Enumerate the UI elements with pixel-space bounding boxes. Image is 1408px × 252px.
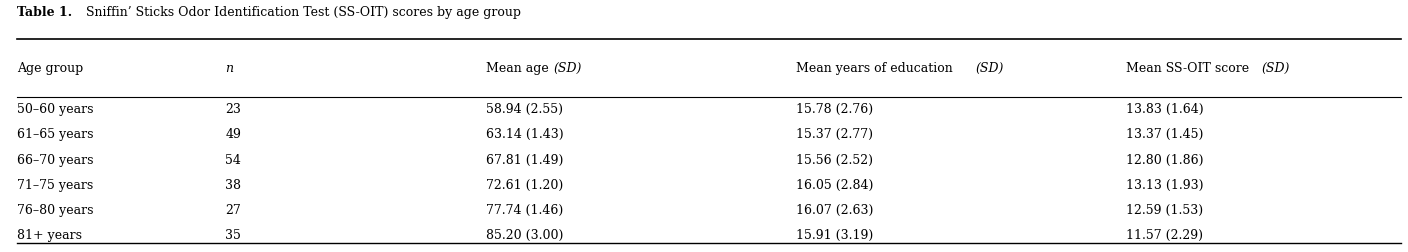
Text: Sniffin’ Sticks Odor Identification Test (SS-OIT) scores by age group: Sniffin’ Sticks Odor Identification Test… [82,6,521,19]
Text: 50–60 years: 50–60 years [17,103,93,116]
Text: Table 1.: Table 1. [17,6,72,19]
Text: 38: 38 [225,179,241,192]
Text: 58.94 (2.55): 58.94 (2.55) [486,103,563,116]
Text: 12.59 (1.53): 12.59 (1.53) [1126,204,1204,217]
Text: 13.13 (1.93): 13.13 (1.93) [1126,179,1204,192]
Text: 85.20 (3.00): 85.20 (3.00) [486,229,563,242]
Text: 71–75 years: 71–75 years [17,179,93,192]
Text: 54: 54 [225,153,241,167]
Text: 11.57 (2.29): 11.57 (2.29) [1126,229,1204,242]
Text: 35: 35 [225,229,241,242]
Text: (SD): (SD) [553,61,582,75]
Text: 13.83 (1.64): 13.83 (1.64) [1126,103,1204,116]
Text: 13.37 (1.45): 13.37 (1.45) [1126,128,1204,141]
Text: 15.37 (2.77): 15.37 (2.77) [796,128,873,141]
Text: 16.05 (2.84): 16.05 (2.84) [796,179,873,192]
Text: 49: 49 [225,128,241,141]
Text: 15.56 (2.52): 15.56 (2.52) [796,153,873,167]
Text: 67.81 (1.49): 67.81 (1.49) [486,153,563,167]
Text: 77.74 (1.46): 77.74 (1.46) [486,204,563,217]
Text: 15.78 (2.76): 15.78 (2.76) [796,103,873,116]
Text: (SD): (SD) [1262,61,1290,75]
Text: Age group: Age group [17,61,83,75]
Text: 81+ years: 81+ years [17,229,82,242]
Text: 61–65 years: 61–65 years [17,128,93,141]
Text: Mean years of education: Mean years of education [796,61,956,75]
Text: 76–80 years: 76–80 years [17,204,93,217]
Text: 27: 27 [225,204,241,217]
Text: (SD): (SD) [976,61,1004,75]
Text: 12.80 (1.86): 12.80 (1.86) [1126,153,1204,167]
Text: 63.14 (1.43): 63.14 (1.43) [486,128,563,141]
Text: 23: 23 [225,103,241,116]
Text: n: n [225,61,234,75]
Text: 66–70 years: 66–70 years [17,153,93,167]
Text: 72.61 (1.20): 72.61 (1.20) [486,179,563,192]
Text: Mean SS-OIT score: Mean SS-OIT score [1126,61,1253,75]
Text: 15.91 (3.19): 15.91 (3.19) [796,229,873,242]
Text: Mean age: Mean age [486,61,552,75]
Text: 16.07 (2.63): 16.07 (2.63) [796,204,873,217]
